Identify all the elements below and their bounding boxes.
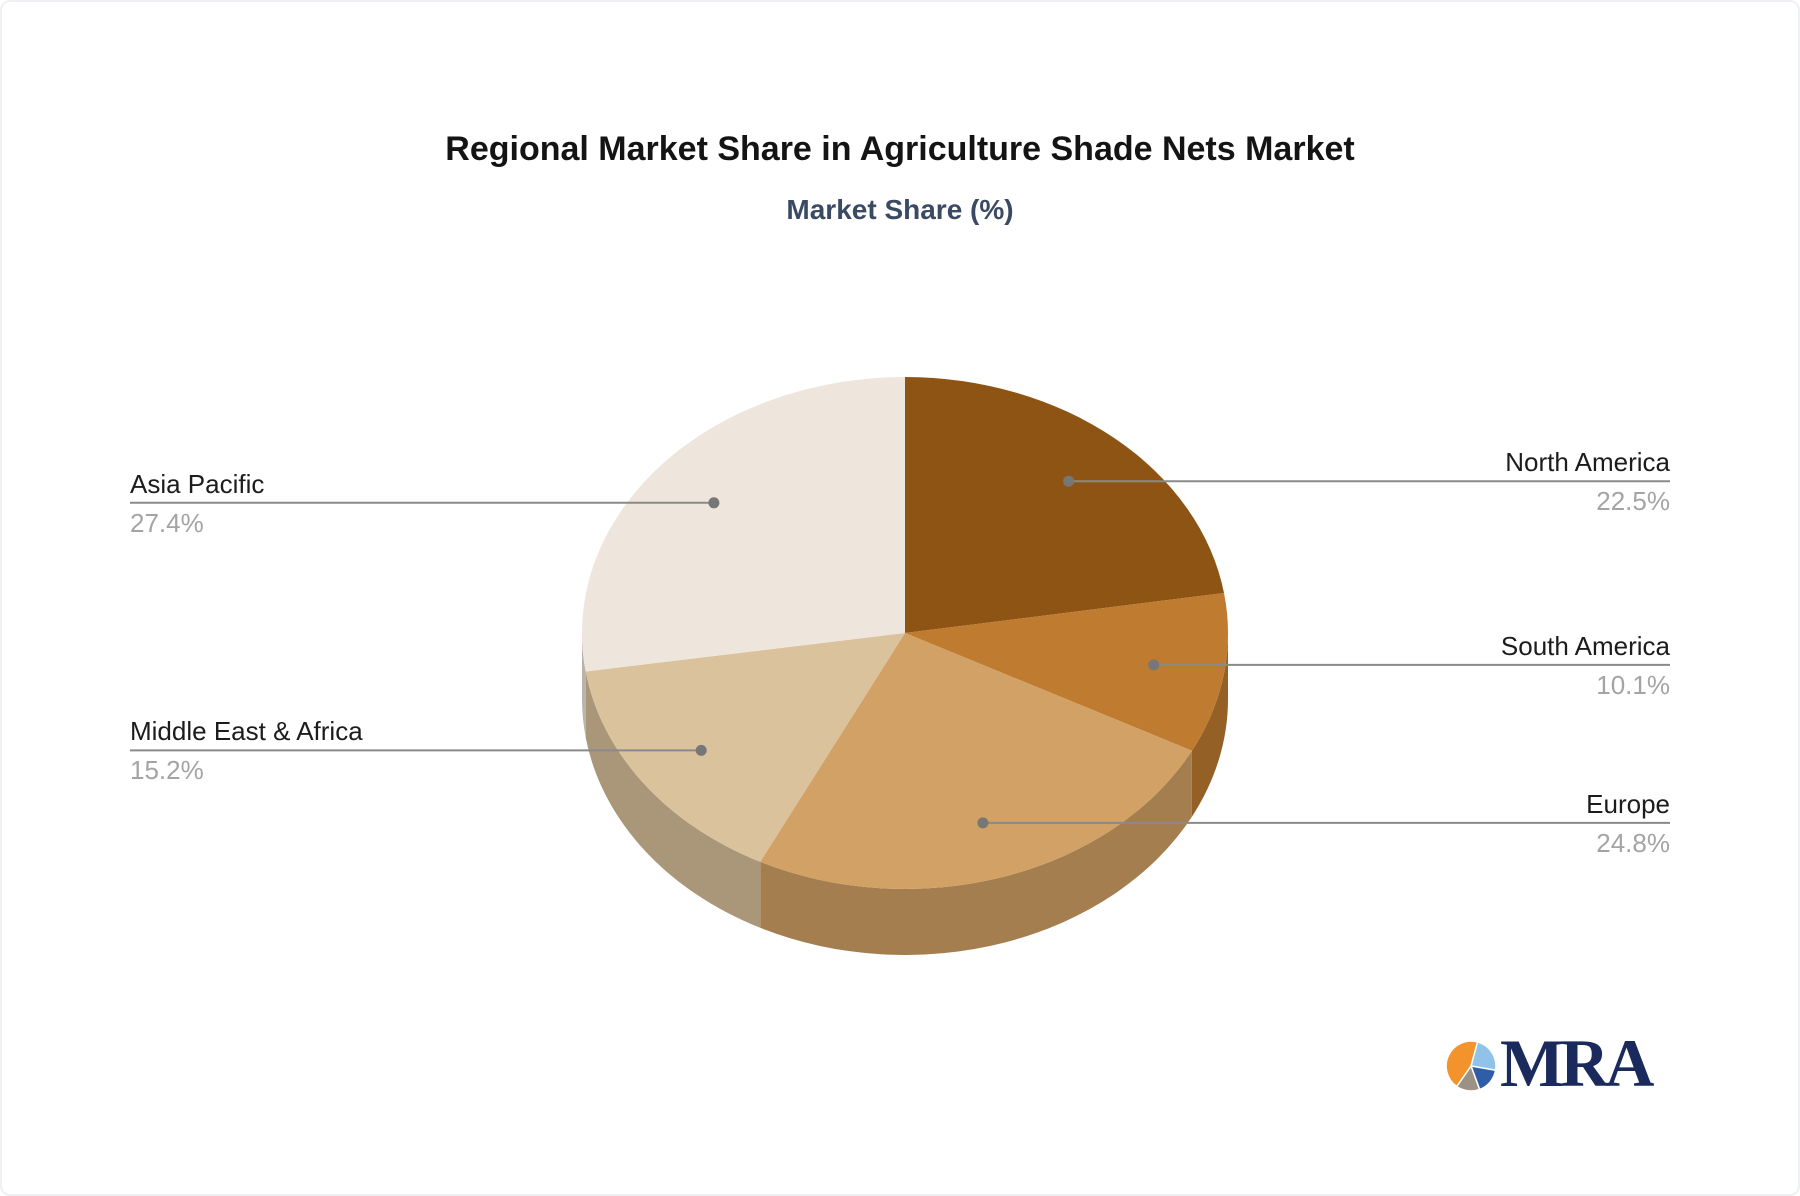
pie-slice[interactable] bbox=[585, 633, 905, 862]
pie-slice-side bbox=[585, 671, 761, 928]
pie-label-name: Europe bbox=[1586, 788, 1670, 819]
pie-label-name: Middle East & Africa bbox=[130, 716, 363, 747]
leader-dot bbox=[695, 744, 707, 756]
pie-label-value: 24.8% bbox=[1596, 827, 1670, 858]
pie-label-name: North America bbox=[1505, 447, 1670, 478]
chart-title: Regional Market Share in Agriculture Sha… bbox=[445, 130, 1355, 168]
pie-slice-side bbox=[582, 633, 586, 738]
pie-walls bbox=[582, 633, 1228, 955]
pie-slice[interactable] bbox=[582, 377, 905, 672]
mra-logo: MRA bbox=[1444, 1025, 1654, 1101]
pie-top-slices bbox=[582, 377, 1228, 889]
mra-logo-text: MRA bbox=[1500, 1025, 1654, 1101]
pie-label-value: 27.4% bbox=[130, 507, 204, 538]
pie-slice-side bbox=[760, 750, 1192, 955]
pie-label-name: South America bbox=[1500, 630, 1670, 661]
pie-label-value: 10.1% bbox=[1596, 669, 1670, 700]
logo-wedge-orange bbox=[1445, 1040, 1479, 1088]
pie-slice[interactable] bbox=[905, 593, 1228, 751]
leader-dot bbox=[1063, 475, 1075, 487]
leader-dot bbox=[1148, 659, 1160, 671]
pie-label-value: 22.5% bbox=[1596, 486, 1670, 517]
chart-subtitle: Market Share (%) bbox=[786, 194, 1014, 225]
pie-label-value: 15.2% bbox=[130, 755, 204, 786]
pie-leader-lines bbox=[130, 475, 1670, 829]
leader-dot bbox=[977, 817, 989, 829]
pie-label-name: Asia Pacific bbox=[130, 468, 265, 499]
pie-slice-side bbox=[1191, 633, 1228, 817]
leader-dot bbox=[708, 497, 720, 509]
pie-slice[interactable] bbox=[905, 377, 1224, 633]
mra-logo-pie-icon bbox=[1445, 1040, 1497, 1092]
pie-slice[interactable] bbox=[760, 633, 1192, 889]
